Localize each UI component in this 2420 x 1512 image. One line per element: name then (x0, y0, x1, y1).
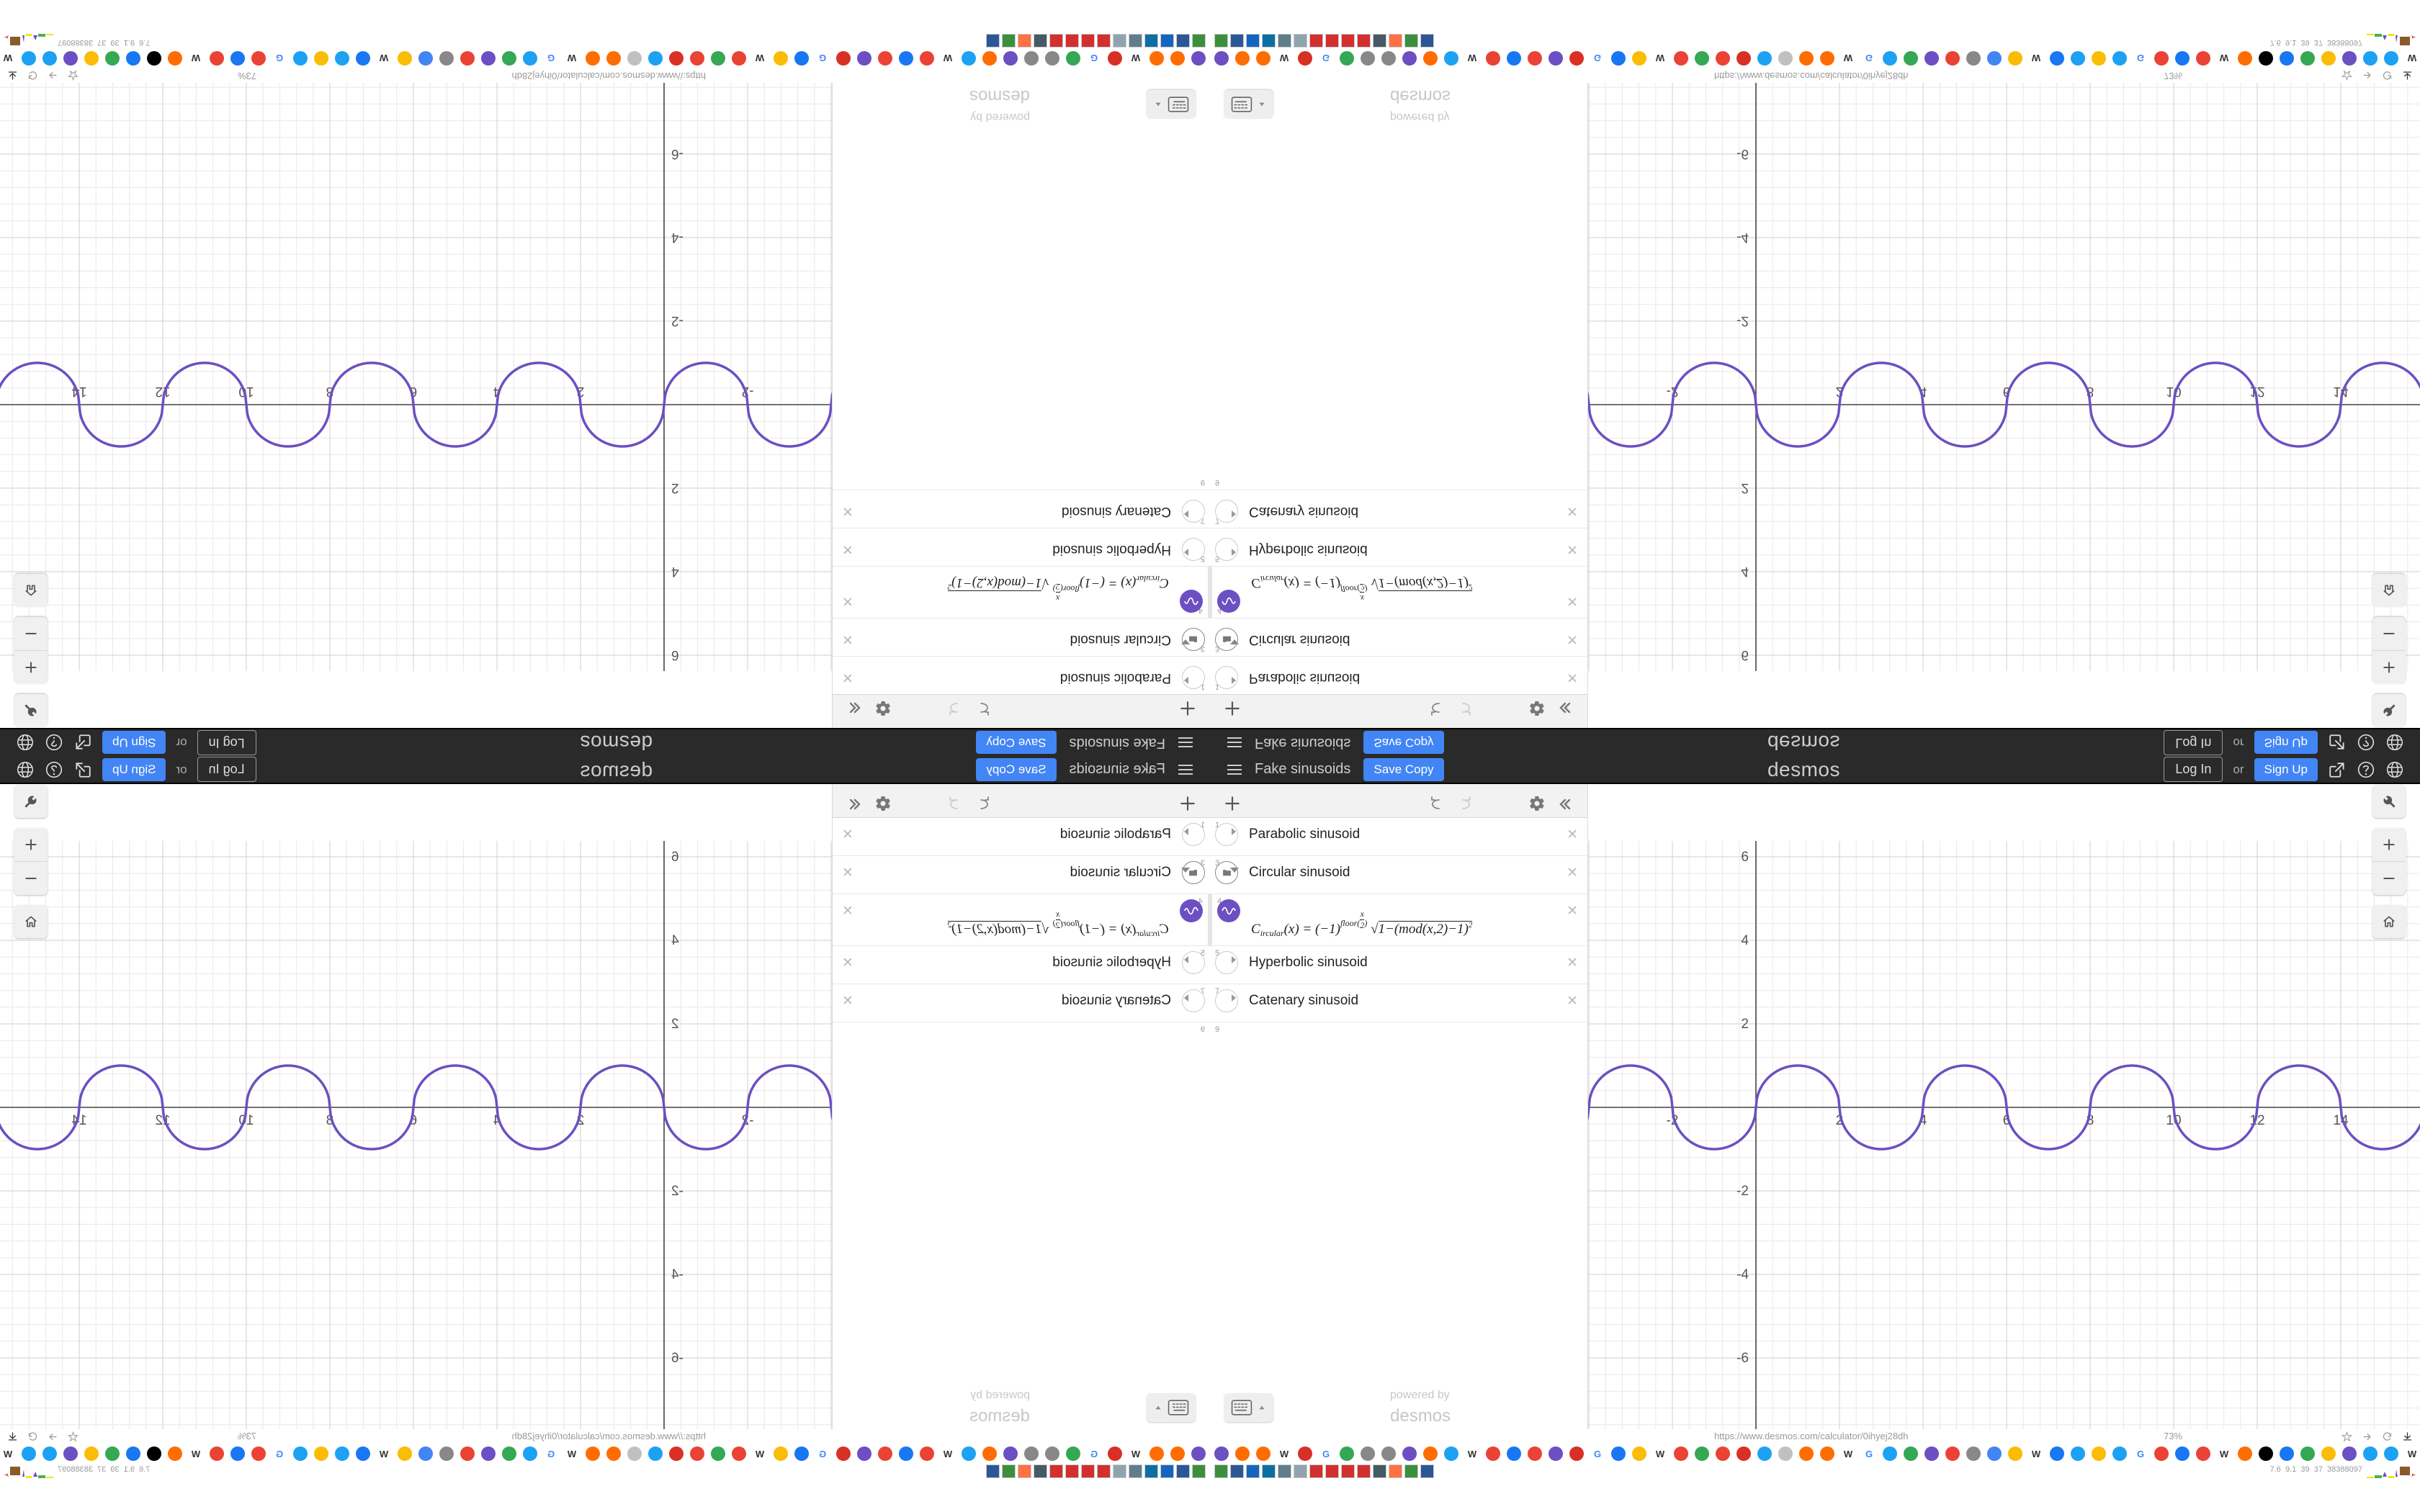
svg-text:-4: -4 (1736, 1267, 1749, 1282)
svg-text:4: 4 (671, 933, 679, 948)
svg-text:-2: -2 (671, 313, 684, 328)
svg-text:2: 2 (671, 1017, 679, 1032)
svg-text:4: 4 (671, 564, 679, 579)
svg-text:-6: -6 (671, 1351, 684, 1366)
svg-text:4: 4 (1741, 933, 1749, 948)
svg-text:-2: -2 (671, 1184, 684, 1199)
svg-text:2: 2 (1741, 480, 1749, 495)
svg-text:-6: -6 (1736, 146, 1749, 161)
svg-text:-4: -4 (671, 230, 684, 245)
svg-text:-2: -2 (1736, 1184, 1749, 1199)
svg-text:-4: -4 (671, 1267, 684, 1282)
svg-text:-4: -4 (1736, 230, 1749, 245)
svg-text:6: 6 (671, 850, 679, 865)
svg-text:6: 6 (1741, 647, 1749, 662)
svg-text:6: 6 (671, 647, 679, 662)
svg-text:4: 4 (1741, 564, 1749, 579)
svg-text:-2: -2 (1736, 313, 1749, 328)
svg-text:-6: -6 (1736, 1351, 1749, 1366)
svg-text:6: 6 (1741, 850, 1749, 865)
svg-text:2: 2 (1741, 1017, 1749, 1032)
svg-text:-6: -6 (671, 146, 684, 161)
svg-text:2: 2 (671, 480, 679, 495)
